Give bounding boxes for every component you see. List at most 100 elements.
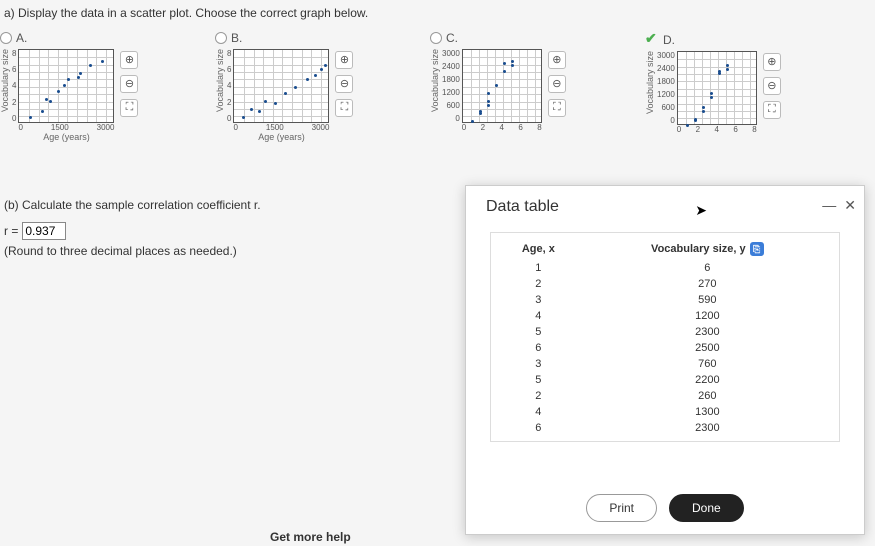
table-cell: 4 — [497, 309, 580, 323]
table-cell: 1300 — [582, 405, 833, 419]
table-row: 52300 — [497, 325, 833, 339]
chart-grid — [677, 51, 757, 125]
zoom-out-icon[interactable]: ⊖ — [120, 75, 138, 93]
table-cell: 4 — [497, 405, 580, 419]
print-button[interactable]: Print — [586, 494, 657, 522]
zoom-in-icon[interactable]: ⊕ — [335, 51, 353, 69]
table-row: 3590 — [497, 293, 833, 307]
popup-title: Data table — [474, 190, 563, 220]
table-cell: 6 — [497, 421, 580, 435]
data-point — [702, 106, 705, 109]
zoom-out-icon[interactable]: ⊖ — [335, 75, 353, 93]
data-point — [487, 92, 490, 95]
x-ticks: 015003000 — [18, 123, 114, 132]
radio-icon[interactable] — [215, 32, 227, 44]
fullscreen-icon[interactable]: ⛶ — [120, 99, 138, 117]
r-equation-row: r = — [4, 222, 66, 240]
data-point — [710, 96, 713, 99]
r-value-input[interactable] — [22, 222, 66, 240]
question-a-text: a) Display the data in a scatter plot. C… — [4, 6, 368, 20]
zoom-out-icon[interactable]: ⊖ — [763, 77, 781, 95]
popup-controls: — ✕ — [822, 197, 856, 214]
data-point — [710, 92, 713, 95]
zoom-in-icon[interactable]: ⊕ — [763, 53, 781, 71]
chart-wrap: Vocabulary size86420015003000Age (years)… — [0, 49, 215, 142]
y-axis-label: Vocabulary size — [215, 49, 225, 112]
data-point — [57, 90, 60, 93]
fullscreen-icon[interactable]: ⛶ — [548, 99, 566, 117]
table-cell: 260 — [582, 389, 833, 403]
option-b[interactable]: B.Vocabulary size86420015003000Age (year… — [215, 30, 430, 142]
table-cell: 2300 — [582, 421, 833, 435]
option-d[interactable]: ✔D.Vocabulary size3000240018001200600002… — [645, 30, 860, 142]
data-point — [258, 110, 261, 113]
data-point — [726, 64, 729, 67]
table-cell: 6 — [497, 341, 580, 355]
data-table-wrap: Age, x Vocabulary size, y⎘ 1622703590412… — [490, 232, 840, 442]
data-point — [41, 110, 44, 113]
table-cell: 760 — [582, 357, 833, 371]
table-row: 41200 — [497, 309, 833, 323]
option-label: B. — [231, 31, 242, 45]
table-row: 52200 — [497, 373, 833, 387]
option-c[interactable]: C. Vocabulary size30002400180012006000024… — [430, 30, 645, 142]
radio-icon[interactable] — [0, 32, 12, 44]
done-button[interactable]: Done — [669, 494, 744, 522]
table-row: 2270 — [497, 277, 833, 291]
zoom-controls: ⊕ ⊖ ⛶ — [335, 51, 353, 117]
zoom-out-icon[interactable]: ⊖ — [548, 75, 566, 93]
question-b-text: (b) Calculate the sample correlation coe… — [4, 198, 261, 212]
zoom-controls: ⊕ ⊖ ⛶ — [548, 51, 566, 117]
popup-footer: Print Done — [466, 494, 864, 522]
check-icon: ✔ — [645, 30, 659, 44]
option-label: D. — [663, 33, 675, 47]
chart-grid — [18, 49, 114, 123]
option-a[interactable]: A. Vocabulary size86420015003000Age (year… — [0, 30, 215, 142]
rounding-note: (Round to three decimal places as needed… — [4, 244, 237, 258]
data-point — [503, 70, 506, 73]
table-cell: 5 — [497, 373, 580, 387]
y-axis-label: Vocabulary size — [430, 49, 440, 112]
chart-grid — [233, 49, 329, 123]
fullscreen-icon[interactable]: ⛶ — [763, 101, 781, 119]
copy-icon[interactable]: ⎘ — [750, 242, 764, 256]
option-label: A. — [16, 31, 27, 45]
table-cell: 3 — [497, 357, 580, 371]
zoom-controls: ⊕ ⊖ ⛶ — [763, 53, 781, 119]
x-ticks: 02468 — [677, 125, 757, 134]
x-ticks: 015003000 — [233, 123, 329, 132]
fullscreen-icon[interactable]: ⛶ — [335, 99, 353, 117]
data-table-popup: Data table — ✕ Age, x Vocabulary size, y… — [465, 185, 865, 535]
data-point — [314, 74, 317, 77]
zoom-in-icon[interactable]: ⊕ — [548, 51, 566, 69]
data-point — [718, 72, 721, 75]
data-point — [511, 60, 514, 63]
y-axis-label: Vocabulary size — [0, 49, 10, 112]
y-ticks: 30002400180012006000 — [657, 51, 677, 125]
popup-header: Data table — ✕ — [466, 186, 864, 224]
table-cell: 2 — [497, 389, 580, 403]
data-point — [694, 119, 697, 122]
data-point — [495, 84, 498, 87]
data-point — [101, 60, 104, 63]
data-point — [511, 64, 514, 67]
zoom-in-icon[interactable]: ⊕ — [120, 51, 138, 69]
data-point — [702, 110, 705, 113]
table-cell: 590 — [582, 293, 833, 307]
table-row: 2260 — [497, 389, 833, 403]
data-point — [503, 62, 506, 65]
data-table: Age, x Vocabulary size, y⎘ 1622703590412… — [495, 237, 835, 437]
table-cell: 1200 — [582, 309, 833, 323]
zoom-controls: ⊕ ⊖ ⛶ — [120, 51, 138, 117]
option-label: C. — [446, 31, 458, 45]
minimize-icon[interactable]: — — [822, 197, 836, 214]
table-row: 62300 — [497, 421, 833, 435]
get-more-help-link[interactable]: Get more help — [270, 530, 351, 544]
chart-wrap: Vocabulary size3000240018001200600002468… — [430, 49, 645, 132]
y-ticks: 30002400180012006000 — [442, 49, 462, 123]
x-ticks: 02468 — [462, 123, 542, 132]
close-icon[interactable]: ✕ — [844, 197, 856, 214]
radio-icon[interactable] — [430, 32, 442, 44]
data-point — [686, 124, 689, 127]
data-point — [320, 68, 323, 71]
